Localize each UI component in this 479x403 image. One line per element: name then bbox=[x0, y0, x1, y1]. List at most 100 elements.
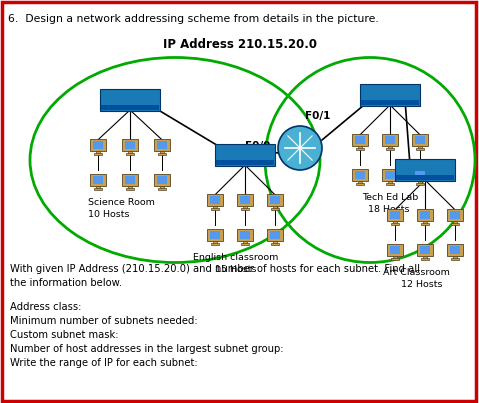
FancyBboxPatch shape bbox=[417, 209, 433, 221]
Text: Science Room: Science Room bbox=[88, 198, 155, 207]
Text: Number of host addresses in the largest subnet group:: Number of host addresses in the largest … bbox=[10, 344, 284, 354]
Text: Tech Ed Lab: Tech Ed Lab bbox=[362, 193, 418, 202]
FancyBboxPatch shape bbox=[100, 89, 160, 111]
FancyBboxPatch shape bbox=[358, 181, 362, 184]
FancyBboxPatch shape bbox=[270, 196, 280, 204]
FancyBboxPatch shape bbox=[240, 231, 250, 239]
FancyBboxPatch shape bbox=[447, 209, 463, 221]
FancyBboxPatch shape bbox=[274, 206, 276, 209]
FancyBboxPatch shape bbox=[128, 151, 132, 154]
FancyBboxPatch shape bbox=[450, 211, 460, 218]
FancyBboxPatch shape bbox=[356, 183, 364, 185]
FancyBboxPatch shape bbox=[272, 208, 279, 210]
FancyBboxPatch shape bbox=[122, 174, 137, 186]
FancyBboxPatch shape bbox=[415, 136, 425, 143]
Text: Write the range of IP for each subnet:: Write the range of IP for each subnet: bbox=[10, 358, 198, 368]
Text: F0/0: F0/0 bbox=[245, 141, 270, 151]
FancyBboxPatch shape bbox=[160, 151, 163, 154]
Text: Minimum number of subnets needed:: Minimum number of subnets needed: bbox=[10, 316, 198, 326]
FancyBboxPatch shape bbox=[157, 141, 167, 149]
Text: 15 Hosts: 15 Hosts bbox=[215, 265, 256, 274]
FancyBboxPatch shape bbox=[238, 194, 252, 206]
FancyBboxPatch shape bbox=[396, 175, 454, 180]
FancyBboxPatch shape bbox=[238, 229, 252, 241]
Text: 18 Hosts: 18 Hosts bbox=[368, 205, 410, 214]
FancyBboxPatch shape bbox=[385, 171, 395, 179]
FancyBboxPatch shape bbox=[416, 148, 423, 150]
FancyBboxPatch shape bbox=[353, 134, 368, 146]
FancyBboxPatch shape bbox=[390, 246, 400, 253]
Text: With given IP Address (210.15.20.0) and number of hosts for each subnet. Find al: With given IP Address (210.15.20.0) and … bbox=[10, 264, 420, 274]
Text: 6.  Design a network addressing scheme from details in the picture.: 6. Design a network addressing scheme fr… bbox=[8, 14, 379, 24]
FancyBboxPatch shape bbox=[353, 169, 368, 181]
FancyBboxPatch shape bbox=[395, 159, 455, 181]
FancyBboxPatch shape bbox=[382, 134, 398, 146]
FancyBboxPatch shape bbox=[91, 174, 106, 186]
Text: Address class:: Address class: bbox=[10, 302, 81, 312]
FancyBboxPatch shape bbox=[393, 256, 397, 259]
FancyBboxPatch shape bbox=[159, 154, 166, 155]
FancyBboxPatch shape bbox=[157, 177, 167, 183]
FancyBboxPatch shape bbox=[388, 146, 391, 149]
FancyBboxPatch shape bbox=[159, 189, 166, 190]
FancyBboxPatch shape bbox=[267, 194, 283, 206]
FancyBboxPatch shape bbox=[420, 211, 430, 218]
FancyBboxPatch shape bbox=[423, 256, 427, 259]
FancyBboxPatch shape bbox=[125, 177, 135, 183]
FancyBboxPatch shape bbox=[210, 196, 220, 204]
FancyBboxPatch shape bbox=[96, 151, 100, 154]
FancyBboxPatch shape bbox=[450, 246, 460, 253]
FancyBboxPatch shape bbox=[274, 241, 276, 244]
FancyBboxPatch shape bbox=[122, 139, 137, 152]
FancyBboxPatch shape bbox=[390, 211, 400, 218]
FancyBboxPatch shape bbox=[391, 223, 399, 225]
FancyBboxPatch shape bbox=[391, 258, 399, 260]
FancyBboxPatch shape bbox=[267, 229, 283, 241]
FancyBboxPatch shape bbox=[358, 146, 362, 149]
Text: F0/1: F0/1 bbox=[305, 111, 331, 121]
Text: 12 Hosts: 12 Hosts bbox=[401, 280, 443, 289]
FancyBboxPatch shape bbox=[412, 134, 428, 146]
FancyBboxPatch shape bbox=[214, 206, 217, 209]
FancyBboxPatch shape bbox=[388, 209, 403, 221]
Circle shape bbox=[278, 126, 322, 170]
Text: the information below.: the information below. bbox=[10, 278, 122, 288]
FancyBboxPatch shape bbox=[420, 246, 430, 253]
FancyBboxPatch shape bbox=[393, 221, 397, 224]
FancyBboxPatch shape bbox=[154, 139, 170, 152]
FancyBboxPatch shape bbox=[361, 100, 419, 105]
FancyBboxPatch shape bbox=[125, 141, 135, 149]
FancyBboxPatch shape bbox=[388, 181, 391, 184]
FancyBboxPatch shape bbox=[355, 136, 365, 143]
FancyBboxPatch shape bbox=[214, 241, 217, 244]
FancyBboxPatch shape bbox=[416, 183, 423, 185]
FancyBboxPatch shape bbox=[128, 186, 132, 189]
FancyBboxPatch shape bbox=[216, 160, 274, 165]
Text: 10 Hosts: 10 Hosts bbox=[88, 210, 129, 219]
FancyBboxPatch shape bbox=[207, 229, 223, 241]
Text: IP Address 210.15.20.0: IP Address 210.15.20.0 bbox=[163, 38, 317, 51]
FancyBboxPatch shape bbox=[451, 258, 458, 260]
FancyBboxPatch shape bbox=[360, 84, 420, 106]
FancyBboxPatch shape bbox=[454, 256, 456, 259]
FancyBboxPatch shape bbox=[385, 136, 395, 143]
FancyBboxPatch shape bbox=[415, 171, 425, 179]
FancyBboxPatch shape bbox=[451, 223, 458, 225]
FancyBboxPatch shape bbox=[93, 141, 103, 149]
Text: English classroom: English classroom bbox=[193, 253, 278, 262]
FancyBboxPatch shape bbox=[154, 174, 170, 186]
Text: Custom subnet mask:: Custom subnet mask: bbox=[10, 330, 118, 340]
FancyBboxPatch shape bbox=[412, 169, 428, 181]
FancyBboxPatch shape bbox=[94, 189, 102, 190]
FancyBboxPatch shape bbox=[419, 181, 422, 184]
FancyBboxPatch shape bbox=[270, 231, 280, 239]
Text: Art Classroom: Art Classroom bbox=[383, 268, 450, 277]
FancyBboxPatch shape bbox=[447, 244, 463, 256]
FancyBboxPatch shape bbox=[272, 243, 279, 245]
FancyBboxPatch shape bbox=[422, 223, 429, 225]
FancyBboxPatch shape bbox=[454, 221, 456, 224]
FancyBboxPatch shape bbox=[355, 171, 365, 179]
FancyBboxPatch shape bbox=[94, 154, 102, 155]
FancyBboxPatch shape bbox=[207, 194, 223, 206]
FancyBboxPatch shape bbox=[160, 186, 163, 189]
